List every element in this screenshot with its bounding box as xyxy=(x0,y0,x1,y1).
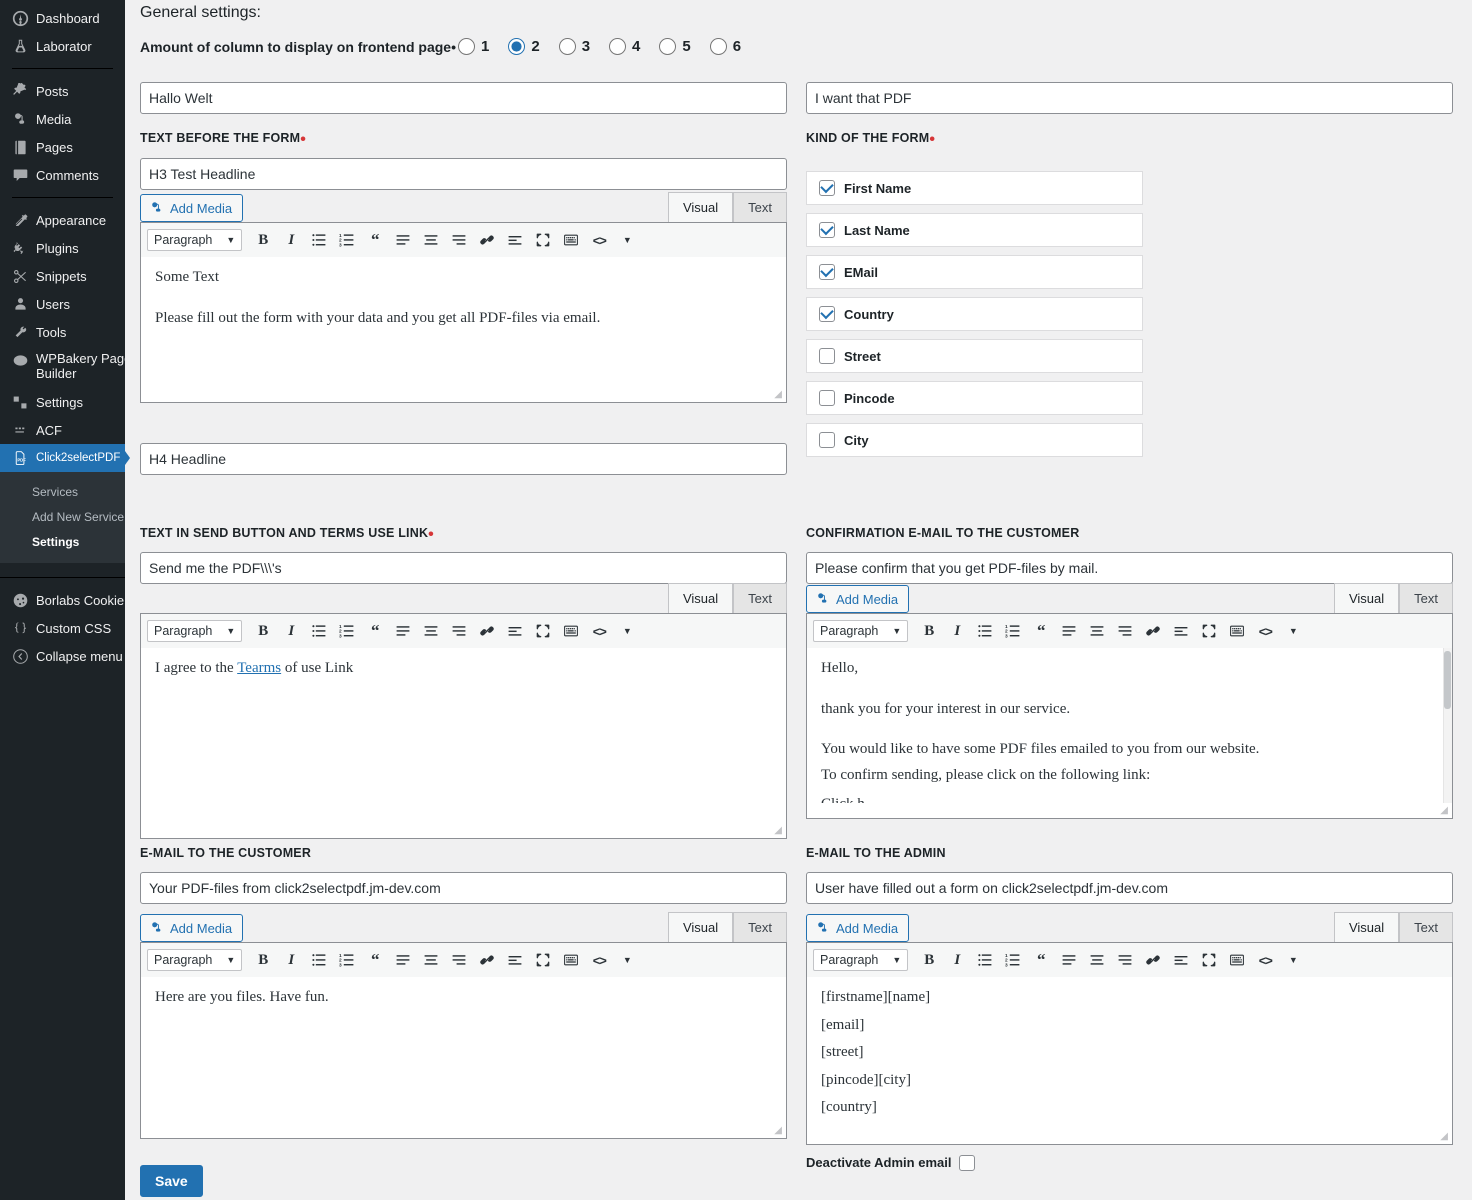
svg-text:3: 3 xyxy=(1005,962,1008,968)
svg-text:PDF: PDF xyxy=(17,457,26,462)
svg-text:3: 3 xyxy=(339,242,342,248)
svg-text:3: 3 xyxy=(1005,633,1008,639)
svg-text:3: 3 xyxy=(339,962,342,968)
svg-text:3: 3 xyxy=(339,633,342,639)
